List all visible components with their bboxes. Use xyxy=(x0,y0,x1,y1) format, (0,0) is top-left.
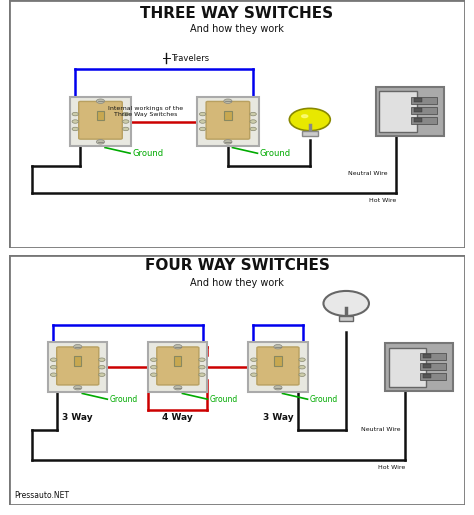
Circle shape xyxy=(224,99,232,104)
Circle shape xyxy=(50,358,57,362)
Circle shape xyxy=(99,366,105,369)
Bar xyxy=(379,91,417,132)
Circle shape xyxy=(174,345,182,349)
Circle shape xyxy=(123,120,129,123)
Bar xyxy=(174,356,182,366)
Text: Ground: Ground xyxy=(210,395,238,404)
Circle shape xyxy=(199,373,205,376)
Bar xyxy=(224,111,231,121)
Bar xyxy=(420,353,447,359)
Circle shape xyxy=(299,373,305,376)
Bar xyxy=(413,118,422,122)
Circle shape xyxy=(274,385,282,390)
Text: Ground: Ground xyxy=(132,149,164,158)
Circle shape xyxy=(99,373,105,376)
Circle shape xyxy=(72,127,78,131)
Circle shape xyxy=(96,140,105,144)
Bar xyxy=(411,107,437,114)
Circle shape xyxy=(200,127,206,131)
FancyBboxPatch shape xyxy=(48,342,107,392)
FancyBboxPatch shape xyxy=(57,347,99,385)
Bar xyxy=(301,131,318,136)
Bar xyxy=(274,356,282,366)
Text: Neutral Wire: Neutral Wire xyxy=(347,171,387,176)
Circle shape xyxy=(99,358,105,362)
Text: Ground: Ground xyxy=(109,395,138,404)
Bar xyxy=(413,108,422,112)
Circle shape xyxy=(200,120,206,123)
Circle shape xyxy=(251,373,257,376)
Circle shape xyxy=(72,112,78,116)
Circle shape xyxy=(299,366,305,369)
Text: 3 Way: 3 Way xyxy=(63,413,93,422)
Circle shape xyxy=(72,120,78,123)
FancyBboxPatch shape xyxy=(257,347,299,385)
Bar xyxy=(423,354,431,358)
Circle shape xyxy=(50,373,57,376)
FancyBboxPatch shape xyxy=(248,342,308,392)
Circle shape xyxy=(73,345,82,349)
Circle shape xyxy=(199,366,205,369)
Circle shape xyxy=(151,373,157,376)
Bar xyxy=(411,97,437,104)
Text: Travelers: Travelers xyxy=(171,54,209,63)
Bar xyxy=(420,373,447,380)
Text: And how they work: And how they work xyxy=(190,279,284,288)
Bar xyxy=(413,98,422,102)
Circle shape xyxy=(50,366,57,369)
Text: Pressauto.NET: Pressauto.NET xyxy=(14,491,69,501)
Bar xyxy=(420,363,447,370)
Circle shape xyxy=(250,127,256,131)
Bar xyxy=(389,348,426,387)
Text: And how they work: And how they work xyxy=(190,24,284,33)
Circle shape xyxy=(151,358,157,362)
Circle shape xyxy=(299,358,305,362)
Circle shape xyxy=(289,108,330,131)
Circle shape xyxy=(199,358,205,362)
Circle shape xyxy=(96,99,105,104)
Circle shape xyxy=(123,127,129,131)
FancyBboxPatch shape xyxy=(79,101,122,139)
Circle shape xyxy=(174,385,182,390)
Bar xyxy=(423,374,431,378)
Text: 4 Way: 4 Way xyxy=(163,413,193,422)
Circle shape xyxy=(151,366,157,369)
Bar xyxy=(97,111,104,121)
Circle shape xyxy=(251,366,257,369)
Text: Neutral Wire: Neutral Wire xyxy=(361,427,401,432)
Bar xyxy=(423,364,431,368)
Text: Hot Wire: Hot Wire xyxy=(369,198,396,203)
FancyBboxPatch shape xyxy=(157,347,199,385)
Bar xyxy=(74,356,82,366)
Circle shape xyxy=(323,291,369,316)
Ellipse shape xyxy=(301,115,308,117)
Bar xyxy=(339,316,354,321)
Text: Internal workings of the
Three Way Switches: Internal workings of the Three Way Switc… xyxy=(109,106,183,117)
Circle shape xyxy=(251,358,257,362)
FancyBboxPatch shape xyxy=(70,97,131,146)
Circle shape xyxy=(200,112,206,116)
Bar xyxy=(385,344,453,391)
Text: Ground: Ground xyxy=(260,149,291,158)
Text: THREE WAY SWITCHES: THREE WAY SWITCHES xyxy=(140,6,334,21)
FancyBboxPatch shape xyxy=(206,101,250,139)
Circle shape xyxy=(250,120,256,123)
Text: Hot Wire: Hot Wire xyxy=(378,465,405,470)
FancyBboxPatch shape xyxy=(197,97,259,146)
Text: FOUR WAY SWITCHES: FOUR WAY SWITCHES xyxy=(145,259,329,273)
Circle shape xyxy=(250,112,256,116)
FancyBboxPatch shape xyxy=(148,342,208,392)
Text: Ground: Ground xyxy=(310,395,338,404)
Circle shape xyxy=(274,345,282,349)
Circle shape xyxy=(224,140,232,144)
Bar xyxy=(376,87,444,136)
Circle shape xyxy=(73,385,82,390)
Circle shape xyxy=(123,112,129,116)
Text: 3 Way: 3 Way xyxy=(263,413,293,422)
Bar xyxy=(411,117,437,124)
